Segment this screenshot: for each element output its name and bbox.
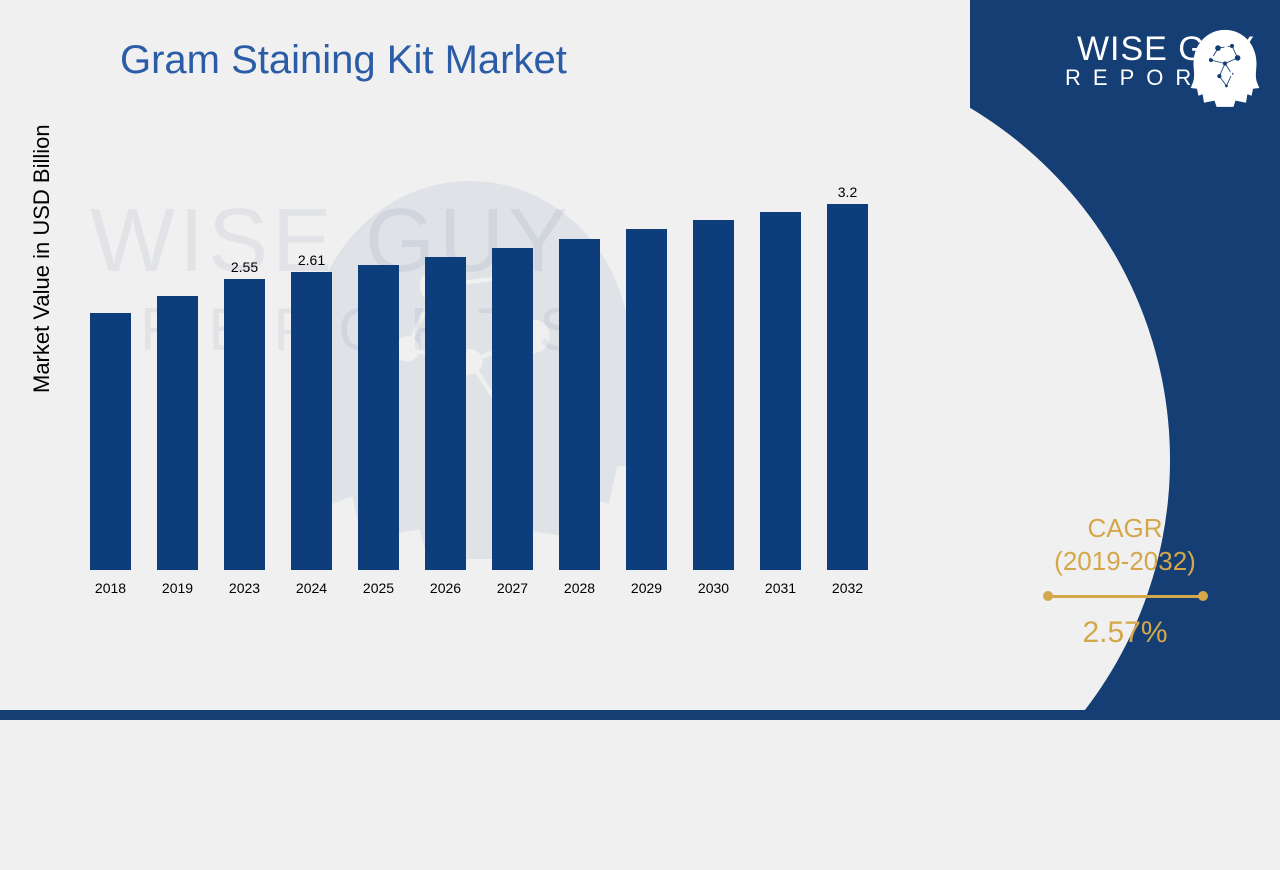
x-tick-label: 2028 xyxy=(564,580,595,596)
bar xyxy=(559,239,600,570)
bar xyxy=(157,296,198,570)
x-tick-label: 2029 xyxy=(631,580,662,596)
x-tick-label: 2019 xyxy=(162,580,193,596)
x-tick-label: 2024 xyxy=(296,580,327,596)
bar xyxy=(760,212,801,570)
cagr-divider xyxy=(1048,595,1203,598)
bar xyxy=(827,204,868,570)
x-tick-label: 2031 xyxy=(765,580,796,596)
bar xyxy=(492,248,533,570)
bar xyxy=(291,272,332,570)
bar xyxy=(425,257,466,570)
main-chart-area: Gram Staining Kit Market WISE GUY REPORT… xyxy=(0,0,970,710)
x-tick-label: 2023 xyxy=(229,580,260,596)
chart-title: Gram Staining Kit Market xyxy=(120,38,567,83)
cagr-value: 2.57% xyxy=(1000,616,1250,650)
cagr-title: CAGR xyxy=(1000,513,1250,544)
bar xyxy=(90,313,131,570)
bar-chart: 2.55 2.61 3.2 xyxy=(90,170,900,570)
x-tick-label: 2018 xyxy=(95,580,126,596)
bar xyxy=(693,220,734,570)
logo-sub-text: REPORTS xyxy=(1065,65,1255,91)
logo-main-text: WISE GUY xyxy=(1065,30,1255,69)
bar xyxy=(358,265,399,570)
bar xyxy=(224,279,265,570)
x-tick-label: 2027 xyxy=(497,580,528,596)
brand-logo: WISE GUY REPORTS xyxy=(1065,30,1255,91)
bar-value-label: 2.61 xyxy=(298,252,325,268)
bottom-accent-bar xyxy=(0,710,1280,720)
bar-value-label: 3.2 xyxy=(838,184,857,200)
x-tick-label: 2025 xyxy=(363,580,394,596)
x-tick-label: 2030 xyxy=(698,580,729,596)
y-axis-label: Market Value in USD Billion xyxy=(29,124,55,393)
bar-value-label: 2.55 xyxy=(231,259,258,275)
bar xyxy=(626,229,667,570)
cagr-box: CAGR (2019-2032) 2.57% xyxy=(1000,513,1250,650)
x-tick-label: 2026 xyxy=(430,580,461,596)
x-tick-label: 2032 xyxy=(832,580,863,596)
cagr-years: (2019-2032) xyxy=(1000,546,1250,577)
